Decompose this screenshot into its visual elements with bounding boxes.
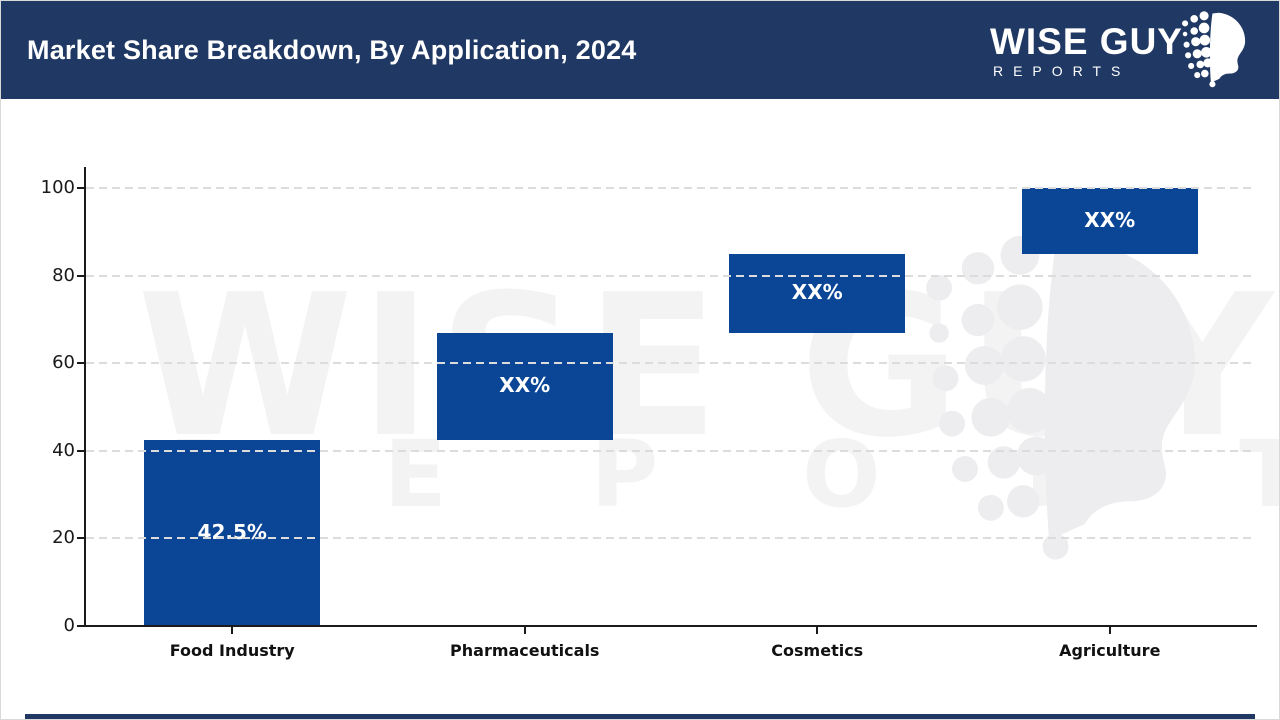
x-axis-category-label: Food Industry [169,641,295,660]
x-axis-tick-mark [231,627,234,634]
gridline-20 [86,537,1256,540]
bar-food-industry: 42.5% [144,439,321,626]
gridline-40 [86,449,1256,452]
bar-value-label: 42.5% [197,519,267,544]
footer-accent-bar [25,714,1255,719]
y-axis-tick-label: 60 [52,352,75,374]
wiseguy-head-icon [1182,11,1246,88]
y-axis-tick-mark [77,625,84,627]
wiseguy-logo: WISE GUY REPORTS [990,8,1255,92]
y-axis-tick-label: 0 [63,615,75,636]
y-axis-tick-label: 100 [40,177,75,198]
bar-value-label: XX% [499,373,551,398]
x-axis-category-label: Pharmaceuticals [450,641,600,660]
logo-text: WISE GUY REPORTS [990,23,1183,78]
bar-pharmaceuticals: XX% [436,332,613,440]
y-axis-line [84,167,86,627]
x-axis-tick-mark [523,627,526,634]
x-axis-tick-mark [816,627,819,634]
bar-value-label: XX% [791,280,843,305]
x-axis-line [84,625,1257,627]
bar-value-label: XX% [1084,207,1136,232]
gridline-60 [86,362,1256,365]
watermark-wordmark: WISE GUY [137,253,1280,481]
y-axis-tick-mark [77,187,84,189]
x-axis-tick-mark [1108,627,1111,634]
header-bar: Market Share Breakdown, By Application, … [1,1,1279,99]
bar-cosmetics: XX% [729,253,906,333]
y-axis-tick-label: 40 [52,439,75,461]
gridline-80 [86,274,1256,277]
y-axis-tick-label: 20 [52,527,75,549]
logo-subtitle: REPORTS [992,62,1131,79]
gridline-100 [86,187,1256,189]
x-axis-category-label: Cosmetics [771,641,864,660]
y-axis-tick-mark [77,274,84,277]
y-axis-tick-mark [77,449,84,452]
y-axis-tick-label: 80 [52,264,75,286]
y-axis-tick-mark [77,362,84,365]
y-axis-tick-mark [77,537,84,540]
watermark-subtitle: R E P O R T S [169,421,1279,528]
logo-wordmark: WISE GUY [989,20,1183,62]
bar-agriculture: XX% [1021,188,1198,254]
page-title: Market Share Breakdown, By Application, … [27,34,637,65]
x-axis-category-label: Agriculture [1059,641,1161,660]
